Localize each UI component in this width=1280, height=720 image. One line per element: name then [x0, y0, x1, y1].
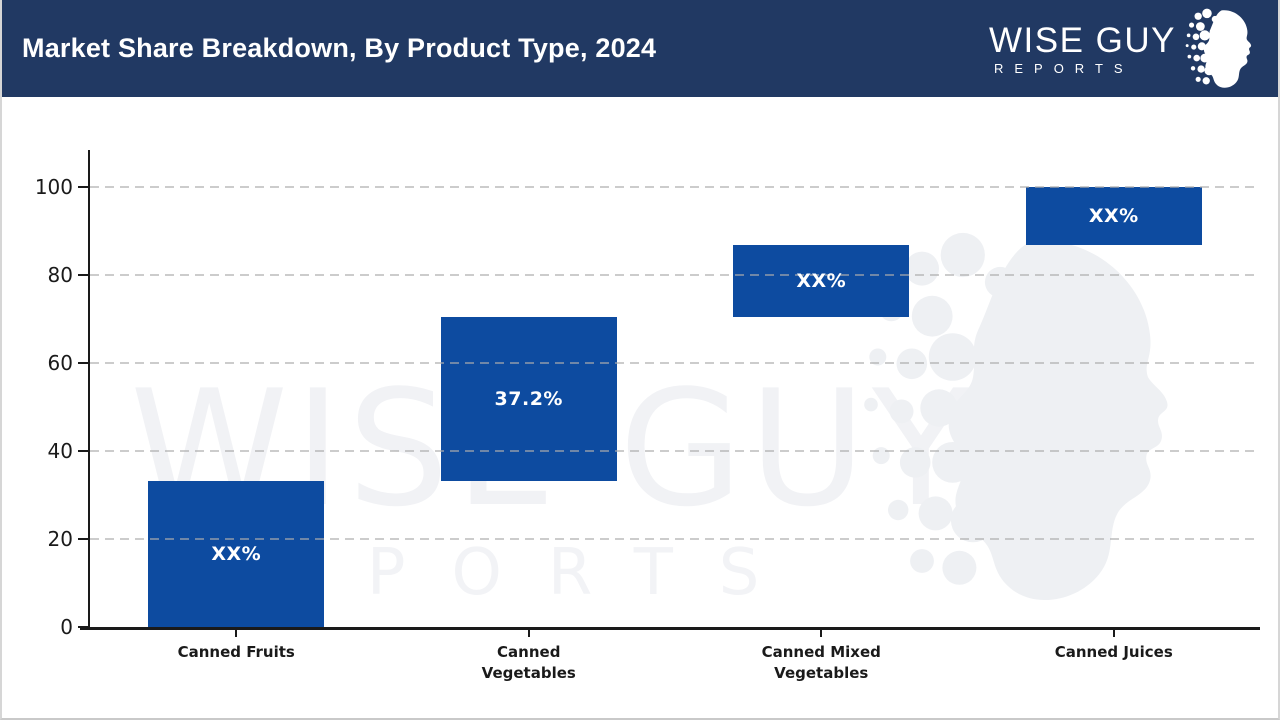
x-tick-label: Canned Mixed Vegetables — [761, 643, 881, 682]
x-tick-mark — [527, 628, 530, 637]
wise-guy-logo: WISE GUY REPORTS — [989, 4, 1264, 94]
bar-segment — [440, 317, 617, 481]
y-tick-label: 20 — [47, 527, 73, 551]
y-tick-label: 80 — [47, 263, 73, 287]
bar-segment — [733, 245, 910, 318]
y-tick-label: 0 — [60, 615, 73, 639]
x-axis-line — [80, 627, 1260, 630]
x-tick-label: Canned Juices — [1054, 643, 1173, 661]
y-tick-mark — [78, 274, 88, 276]
logo-face-icon — [1180, 6, 1264, 94]
bar-value-label: XX% — [1088, 205, 1139, 228]
bar-segment — [148, 480, 325, 627]
x-tick-mark — [235, 628, 238, 637]
y-tick-label: 40 — [47, 439, 73, 463]
bar-value-label: 37.2% — [494, 388, 563, 411]
bar-value-label: XX% — [796, 270, 847, 293]
x-tick-label: Canned Fruits — [177, 643, 295, 661]
y-tick-label: 60 — [47, 351, 73, 375]
y-tick-mark — [78, 362, 88, 364]
header-bar: Market Share Breakdown, By Product Type,… — [2, 0, 1278, 97]
y-tick-mark — [78, 626, 88, 628]
bar-segment — [1025, 187, 1202, 246]
y-tick-label: 100 — [34, 175, 73, 199]
gridline — [90, 274, 1260, 276]
logo-wordmark: WISE GUY — [988, 20, 1176, 60]
y-tick-mark — [78, 450, 88, 452]
x-tick-label: Canned Vegetables — [481, 643, 576, 682]
x-tick-mark — [820, 628, 823, 637]
x-tick-mark — [1112, 628, 1115, 637]
logo-text: WISE GUY REPORTS — [989, 23, 1176, 75]
gridline — [90, 538, 1260, 540]
chart-title: Market Share Breakdown, By Product Type,… — [22, 33, 657, 63]
bar-value-label: XX% — [211, 542, 262, 565]
y-tick-mark — [78, 538, 88, 540]
y-tick-mark — [78, 186, 88, 188]
chart-area: WISE GUY REPORTS 0 20 40 60 80 100 XX% Canned F… — [2, 97, 1278, 718]
plot-area: 0 20 40 60 80 100 XX% Canned Fruits 37.2% Canned … — [35, 150, 1260, 682]
gridline — [90, 362, 1260, 364]
gridline — [90, 186, 1260, 188]
y-axis-line — [88, 150, 90, 629]
logo-subtext: REPORTS — [993, 60, 1134, 76]
gridline — [90, 450, 1260, 452]
